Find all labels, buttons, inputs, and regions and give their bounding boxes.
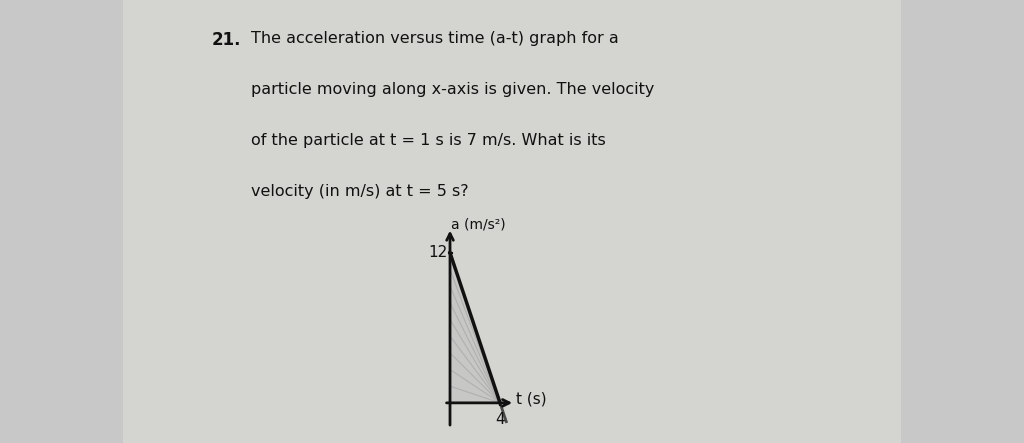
Text: 4: 4 — [496, 412, 505, 427]
Text: The acceleration versus time (a-t) graph for a: The acceleration versus time (a-t) graph… — [251, 31, 618, 46]
FancyBboxPatch shape — [123, 0, 901, 443]
Text: velocity (in m/s) at t = 5 s?: velocity (in m/s) at t = 5 s? — [251, 184, 469, 199]
Text: a (m/s²): a (m/s²) — [452, 217, 506, 231]
Text: t (s): t (s) — [516, 392, 547, 407]
Text: 12: 12 — [428, 245, 447, 260]
Text: of the particle at t = 1 s is 7 m/s. What is its: of the particle at t = 1 s is 7 m/s. Wha… — [251, 133, 605, 148]
Text: 21.: 21. — [211, 31, 241, 49]
Text: particle moving along x-axis is given. The velocity: particle moving along x-axis is given. T… — [251, 82, 654, 97]
Polygon shape — [450, 253, 500, 403]
